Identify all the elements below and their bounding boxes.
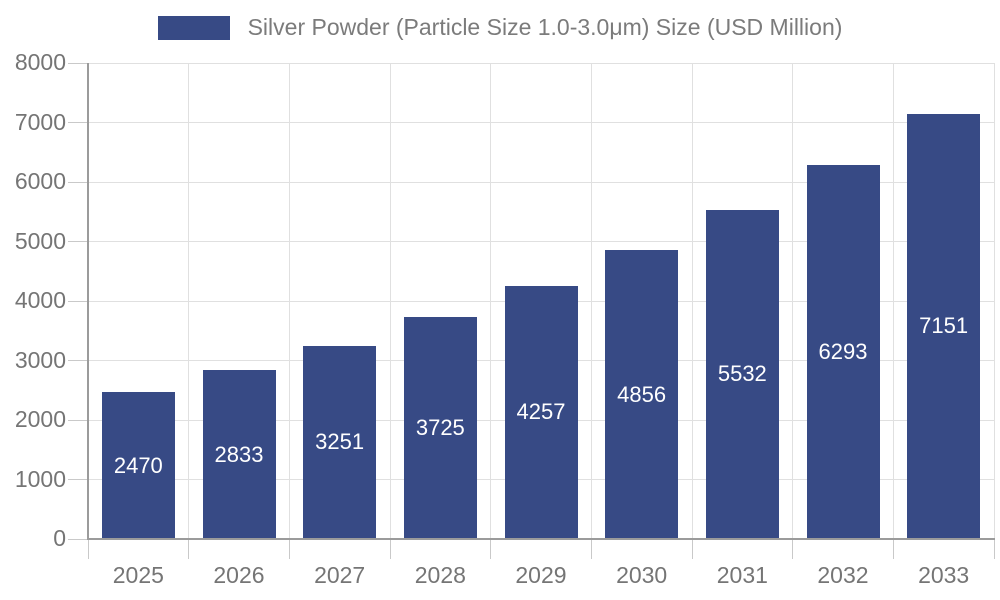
x-axis-tick-label: 2032 [817, 562, 869, 588]
bar-value-label: 2470 [113, 452, 163, 478]
y-axis-tick [68, 181, 88, 183]
x-axis-tick [87, 539, 89, 559]
bar-2026[interactable]: 2833 [202, 370, 276, 539]
y-axis-tick [68, 122, 88, 123]
x-axis-tick-label: 2033 [918, 562, 970, 588]
gridline-vertical [792, 63, 794, 539]
x-axis-line [87, 538, 995, 540]
gridline-horizontal [88, 122, 994, 123]
x-axis-tick [590, 539, 592, 559]
gridline-horizontal [88, 62, 994, 64]
gridline-vertical [892, 63, 894, 539]
bar-value-label: 2833 [214, 441, 264, 467]
y-axis-tick-label: 7000 [14, 108, 66, 135]
y-axis-tick [68, 479, 88, 480]
bar-value-label: 4856 [617, 381, 667, 407]
x-axis-tick-label: 2031 [716, 562, 768, 588]
x-axis-tick-label: 2027 [314, 562, 366, 588]
bar-value-label: 6293 [818, 338, 868, 364]
legend-swatch [157, 15, 230, 40]
gridline-vertical [993, 63, 995, 539]
y-axis-tick-label: 1000 [14, 465, 66, 492]
bar-2028[interactable]: 3725 [403, 317, 477, 539]
x-axis-tick-label: 2026 [213, 562, 265, 588]
bar-2032[interactable]: 6293 [806, 164, 880, 539]
y-axis-tick [68, 538, 88, 540]
x-axis-tick-label: 2025 [112, 562, 164, 588]
gridline-vertical [188, 63, 190, 539]
bar-2030[interactable]: 4856 [605, 250, 679, 539]
x-axis-tick [691, 539, 693, 559]
y-axis-tick-label: 2000 [14, 406, 66, 432]
x-axis-tick [892, 539, 894, 559]
y-axis-tick [68, 419, 88, 421]
y-axis-tick-label: 0 [53, 525, 66, 551]
x-axis-tick-label: 2028 [414, 562, 466, 588]
bar-2027[interactable]: 3251 [303, 345, 377, 539]
y-axis-tick-label: 3000 [14, 346, 66, 373]
bar-value-label: 3251 [315, 429, 365, 455]
gridline-vertical [288, 63, 290, 539]
gridline-horizontal [88, 181, 994, 183]
bar-2033[interactable]: 7151 [907, 113, 981, 539]
x-axis-tick [288, 539, 290, 559]
y-axis-line [87, 63, 89, 539]
bar-value-label: 7151 [919, 313, 969, 339]
bar-2031[interactable]: 5532 [705, 209, 779, 539]
bar-value-label: 3725 [415, 415, 465, 441]
legend-item[interactable]: Silver Powder (Particle Size 1.0-3.0μm) … [0, 14, 1000, 41]
gridline-horizontal [88, 241, 994, 242]
bar-value-label: 5532 [717, 361, 767, 387]
y-axis-tick-label: 6000 [14, 168, 66, 194]
gridline-vertical [590, 63, 592, 539]
gridline-vertical [389, 63, 391, 539]
x-axis-tick-label: 2030 [616, 562, 668, 588]
x-axis-tick [490, 539, 492, 559]
gridline-vertical [691, 63, 693, 539]
y-axis-tick-label: 8000 [14, 49, 66, 75]
x-axis-tick [792, 539, 794, 559]
y-axis-tick [68, 241, 88, 242]
x-axis-tick [389, 539, 391, 559]
gridline-vertical [490, 63, 492, 539]
y-axis-tick [68, 300, 88, 302]
legend-label: Silver Powder (Particle Size 1.0-3.0μm) … [247, 14, 843, 40]
x-axis-tick [188, 539, 190, 559]
y-axis-tick [68, 360, 88, 361]
x-axis-tick-label: 2029 [515, 562, 567, 588]
y-axis-tick [68, 62, 88, 64]
y-axis-tick-label: 5000 [14, 227, 66, 254]
bar-value-label: 4257 [516, 399, 566, 425]
bar-2029[interactable]: 4257 [504, 285, 578, 539]
y-axis-tick-label: 4000 [14, 287, 66, 313]
bar-2025[interactable]: 2470 [101, 392, 175, 539]
x-axis-tick [993, 539, 995, 559]
